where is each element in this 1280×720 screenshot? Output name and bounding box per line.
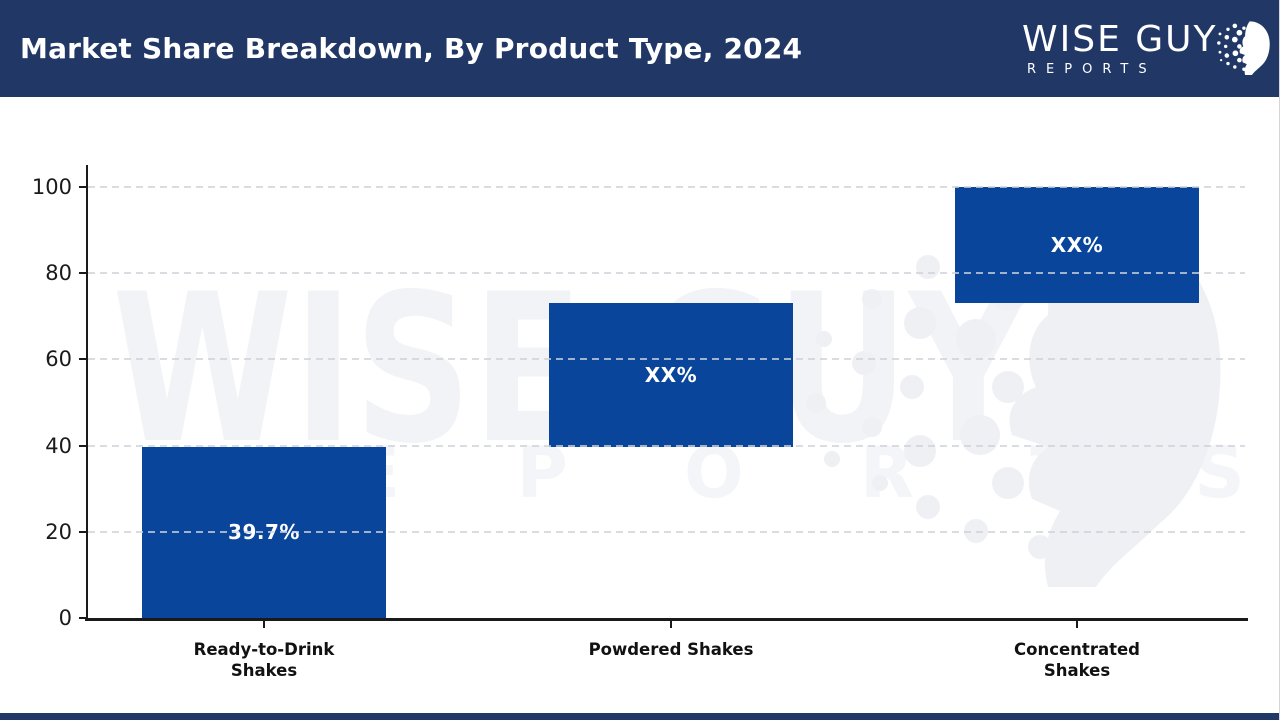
page-title: Market Share Breakdown, By Product Type,…: [20, 32, 803, 65]
bar-powdered-shakes: XX%: [549, 303, 793, 447]
y-tick-label: 0: [58, 606, 72, 630]
x-tick-mark: [263, 621, 265, 628]
logo-subtitle: REPORTS: [1027, 62, 1157, 77]
report-footer-bar: [0, 713, 1279, 720]
y-axis-line: [86, 165, 88, 620]
bar-concentrated-shakes: XX%: [955, 187, 1199, 304]
y-tick-label: 100: [31, 175, 72, 199]
gridline: [88, 358, 1245, 361]
y-tick-mark: [79, 358, 86, 361]
y-tick-label: 20: [45, 519, 72, 544]
y-tick-mark: [79, 617, 86, 619]
wise-guy-reports-logo: WISE GUY REPORTS: [1022, 6, 1272, 92]
logo-face-icon: [1216, 21, 1270, 75]
watermark-face-icon: [806, 211, 1221, 587]
x-axis-line: [85, 618, 1248, 621]
y-tick-mark: [79, 530, 86, 533]
bar-value-label: XX%: [1050, 233, 1104, 258]
gridline: [88, 186, 1245, 188]
y-tick-mark: [79, 272, 86, 275]
category-label-concentrated: Concentrated Shakes: [1014, 640, 1140, 680]
y-tick-mark: [79, 186, 86, 188]
y-tick-label: 60: [45, 347, 72, 372]
y-tick-label: 40: [45, 433, 72, 458]
gridline: [88, 444, 1245, 447]
category-label-ready-to-drink: Ready-to-Drink Shakes: [193, 640, 335, 680]
logo-wordmark: WISE GUY: [1022, 19, 1218, 60]
y-tick-label: 80: [45, 261, 72, 286]
gridline: [88, 530, 1245, 533]
category-label-powdered: Powdered Shakes: [588, 640, 754, 659]
gridline: [88, 272, 1245, 275]
x-tick-mark: [670, 621, 672, 628]
y-tick-mark: [79, 444, 86, 447]
x-tick-mark: [1076, 621, 1078, 628]
bar-value-label: XX%: [644, 363, 698, 388]
report-header: Market Share Breakdown, By Product Type,…: [0, 0, 1279, 97]
